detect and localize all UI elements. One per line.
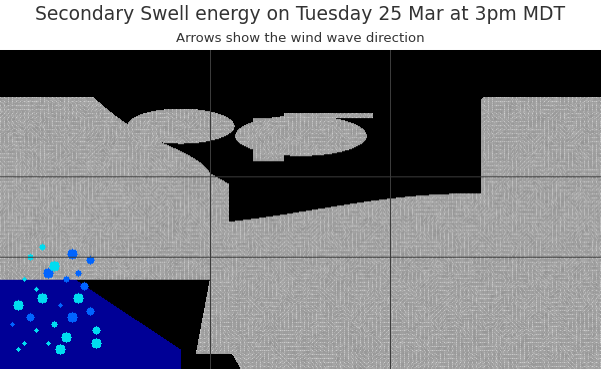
Text: Secondary Swell energy on Tuesday 25 Mar at 3pm MDT: Secondary Swell energy on Tuesday 25 Mar… <box>35 6 566 24</box>
Text: Arrows show the wind wave direction: Arrows show the wind wave direction <box>176 32 425 45</box>
